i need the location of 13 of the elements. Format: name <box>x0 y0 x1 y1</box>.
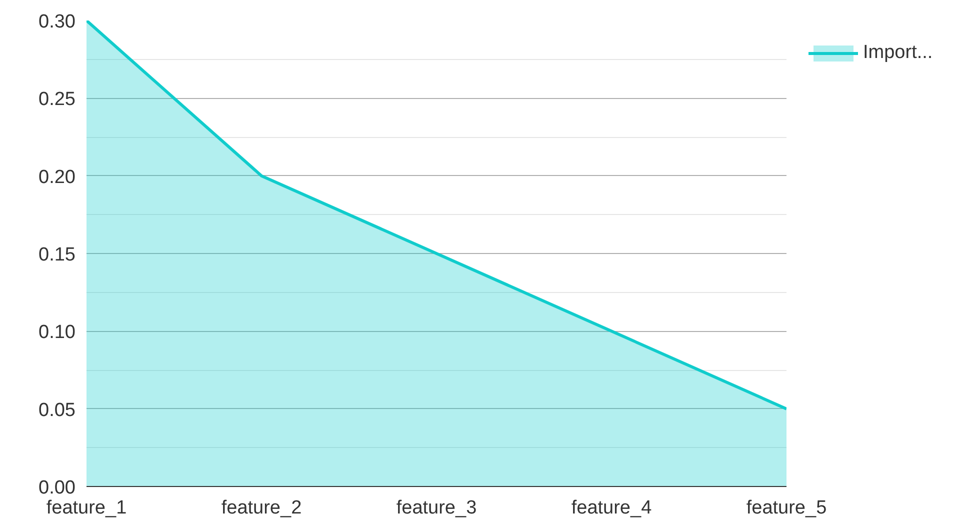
x-tick-label: feature_3 <box>396 498 477 518</box>
y-tick-label: 0.20 <box>38 166 76 188</box>
y-tick-label: 0.00 <box>38 478 76 498</box>
x-tick-label: feature_5 <box>746 498 827 518</box>
x-tick-label: feature_4 <box>571 498 652 518</box>
y-tick-label: 0.25 <box>38 89 76 110</box>
y-tick-label: 0.05 <box>38 400 76 421</box>
x-tick-label: feature_1 <box>46 498 127 518</box>
legend-label: Import... <box>863 42 933 64</box>
y-tick-label: 0.30 <box>38 12 76 32</box>
y-tick-label: 0.10 <box>38 322 76 344</box>
y-tick-label: 0.15 <box>38 244 76 266</box>
x-tick-label: feature_2 <box>221 498 302 518</box>
